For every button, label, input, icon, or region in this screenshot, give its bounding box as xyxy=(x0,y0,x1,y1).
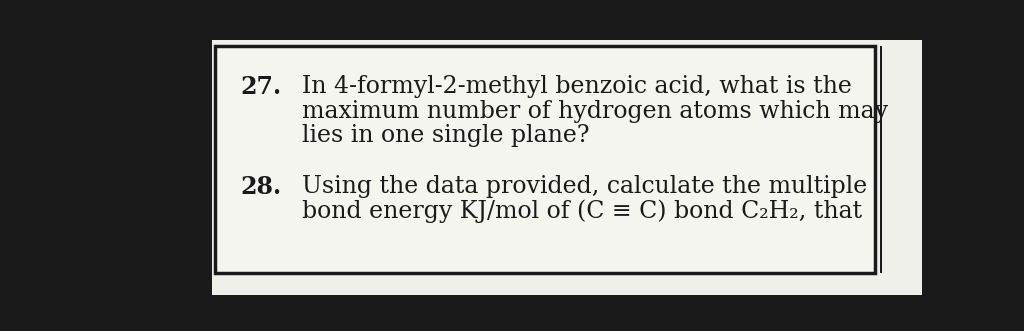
Text: 28.: 28. xyxy=(241,175,282,199)
Text: maximum number of hydrogen atoms which may: maximum number of hydrogen atoms which m… xyxy=(302,100,889,123)
Text: lies in one single plane?: lies in one single plane? xyxy=(302,124,590,147)
Text: In 4-formyl-2-methyl benzoic acid, what is the: In 4-formyl-2-methyl benzoic acid, what … xyxy=(302,75,852,98)
Bar xyxy=(128,40,212,295)
Bar xyxy=(212,40,922,295)
Text: Using the data provided, calculate the multiple: Using the data provided, calculate the m… xyxy=(302,175,867,198)
Text: bond energy KJ/mol of (C ≡ C) bond C₂H₂, that: bond energy KJ/mol of (C ≡ C) bond C₂H₂,… xyxy=(302,200,862,223)
Text: 27.: 27. xyxy=(241,75,282,99)
Bar xyxy=(215,46,876,273)
Bar xyxy=(880,46,882,273)
